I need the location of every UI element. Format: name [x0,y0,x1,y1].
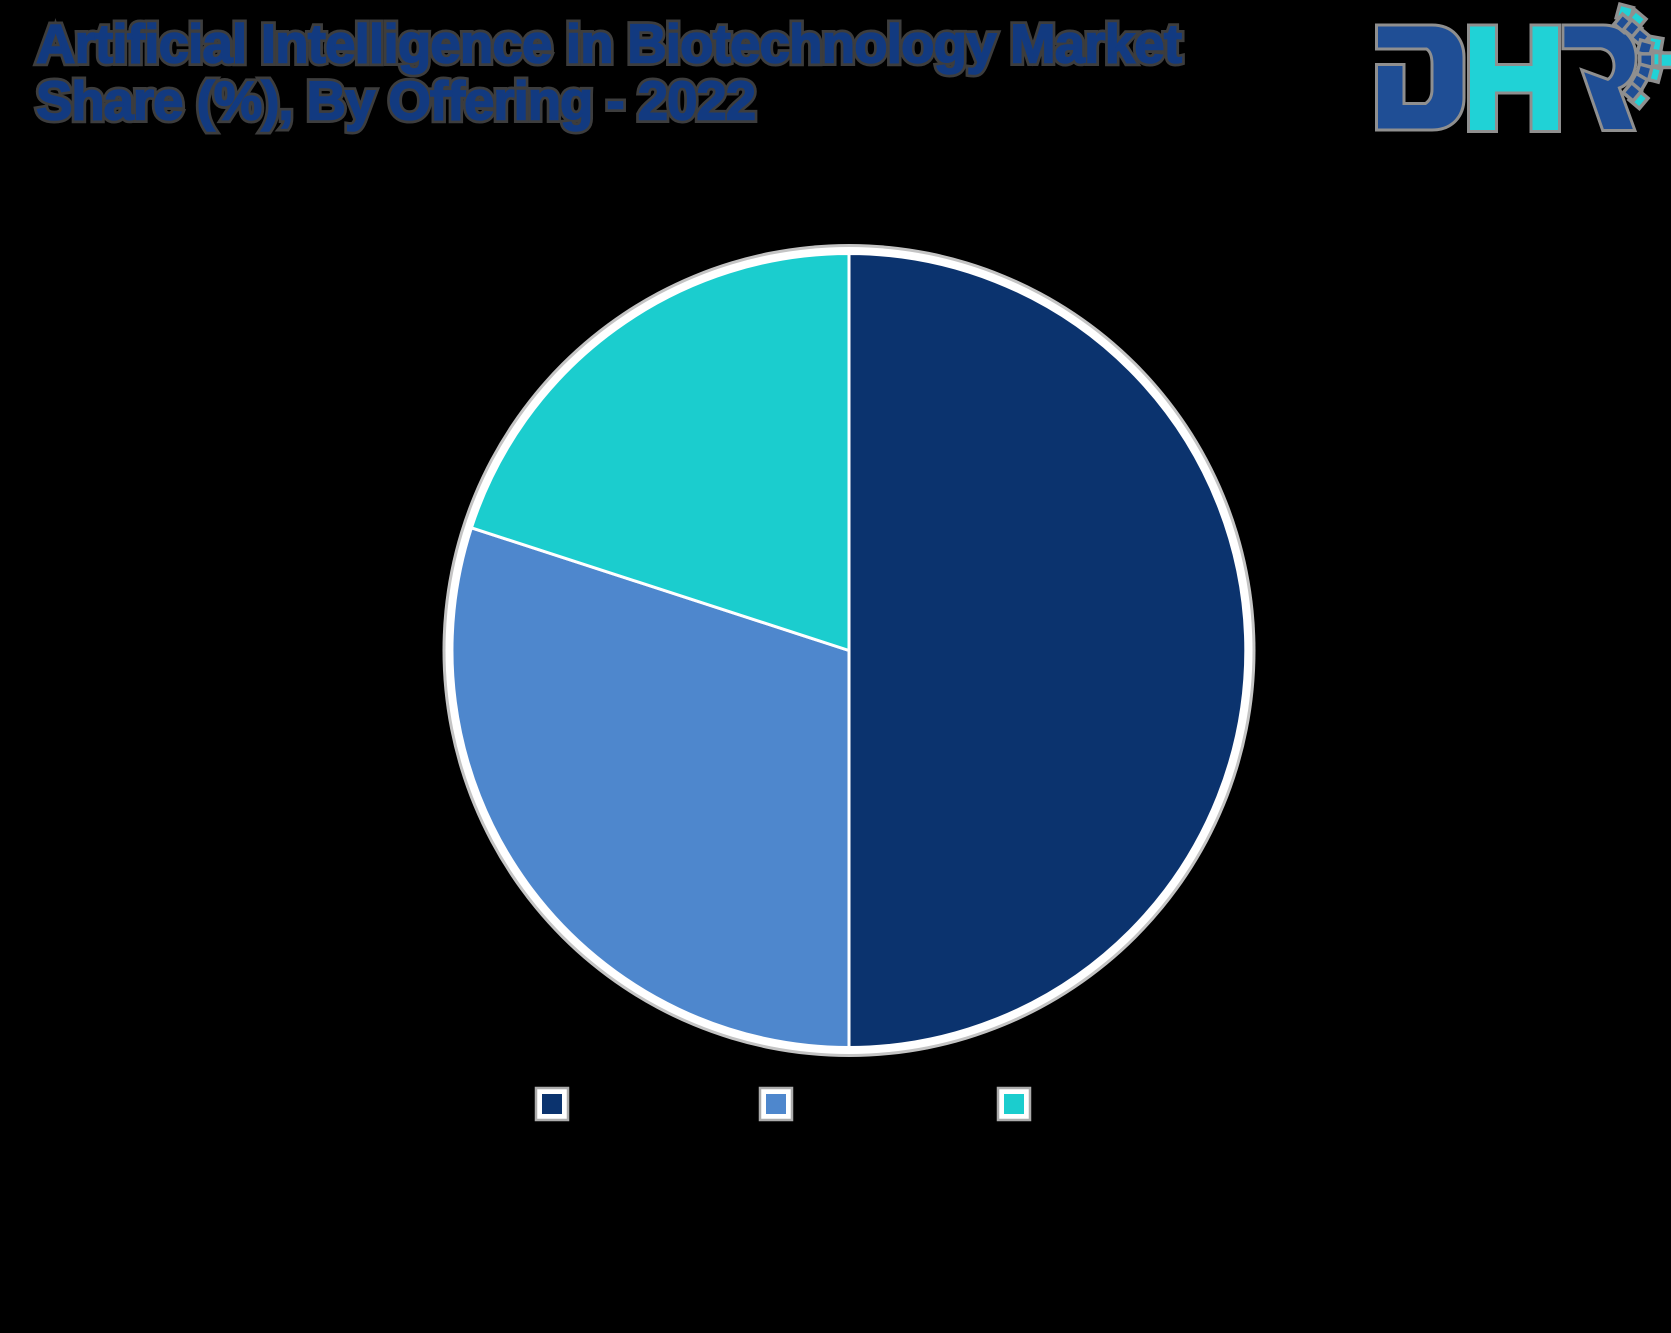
svg-text:Share (%), By Offering - 2022: Share (%), By Offering - 2022 [36,71,756,132]
svg-text:Artificial Intelligence in Bio: Artificial Intelligence in Biotechnology… [36,13,1182,74]
svg-text:Share (%), By Offering - 2022: Share (%), By Offering - 2022 [36,71,756,132]
svg-text:Artificial Intelligence in Bio: Artificial Intelligence in Biotechnology… [36,13,1182,74]
